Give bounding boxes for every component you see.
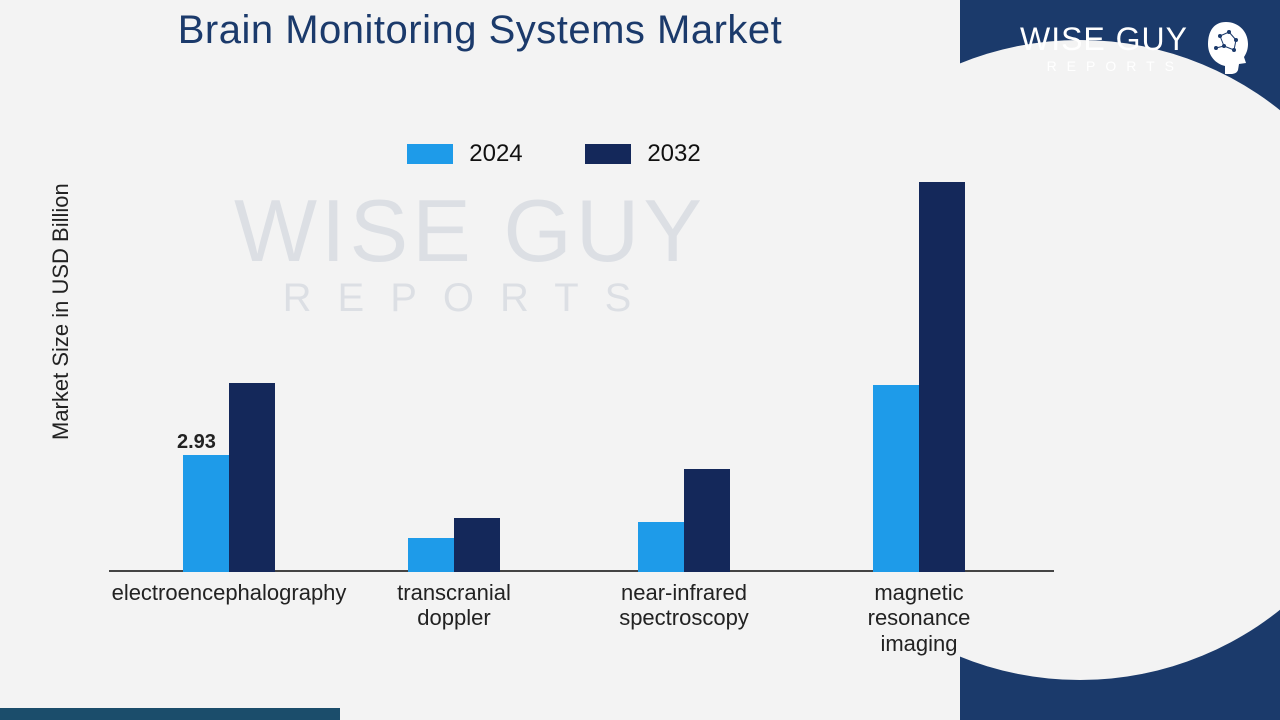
- infographic-stage: Brain Monitoring Systems Market WISE GUY…: [0, 0, 1280, 720]
- legend: 2024 2032: [54, 140, 1054, 171]
- legend-item-2024: 2024: [407, 140, 522, 168]
- bar-value-label: 2.93: [177, 431, 216, 454]
- bar-2024: [183, 455, 229, 572]
- logo-line1: WISE GUY: [1020, 23, 1188, 55]
- logo-line2: REPORTS: [1047, 59, 1184, 73]
- bar-2024: [638, 522, 684, 572]
- legend-label-2024: 2024: [469, 140, 522, 168]
- plot-region: 2.93electroencephalographytranscranialdo…: [108, 174, 1054, 572]
- brain-head-icon: [1196, 18, 1256, 78]
- brand-logo: WISE GUY REPORTS: [984, 18, 1256, 78]
- legend-item-2032: 2032: [585, 140, 700, 168]
- bar-2024: [408, 538, 454, 572]
- bar-group: transcranialdoppler: [359, 174, 549, 572]
- legend-swatch-2032: [585, 144, 631, 164]
- legend-swatch-2024: [407, 144, 453, 164]
- bar-2032: [684, 469, 730, 572]
- bar-2032: [919, 182, 965, 572]
- bar-group: magneticresonanceimaging: [824, 174, 1014, 572]
- bar-2032: [454, 518, 500, 572]
- chart-area: Market Size in USD Billion 2024 2032 2.9…: [54, 140, 1054, 700]
- bottom-accent-bar: [0, 708, 340, 720]
- legend-label-2032: 2032: [647, 140, 700, 168]
- category-label: magneticresonanceimaging: [784, 572, 1054, 656]
- bar-2024: [873, 385, 919, 572]
- bar-group: near-infraredspectroscopy: [589, 174, 779, 572]
- bar-group: 2.93electroencephalography: [134, 174, 324, 572]
- y-axis-label: Market Size in USD Billion: [48, 183, 74, 440]
- bar-2032: [229, 383, 275, 572]
- page-title: Brain Monitoring Systems Market: [0, 8, 960, 53]
- category-label: near-infraredspectroscopy: [549, 572, 819, 631]
